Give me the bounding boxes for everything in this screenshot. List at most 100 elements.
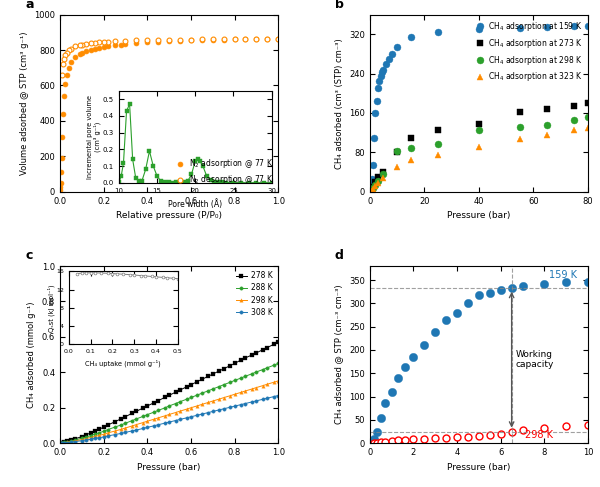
278 K	[183, 384, 190, 390]
288 K	[227, 379, 234, 385]
308 K	[259, 396, 266, 402]
Line: 298 K: 298 K	[371, 422, 592, 447]
298 K	[263, 381, 271, 387]
Line: 278 K: 278 K	[59, 340, 280, 445]
298 K	[61, 440, 68, 446]
288 K	[139, 413, 146, 419]
308 K	[238, 402, 245, 408]
N$_2$ desorption @ 77 K	[220, 37, 227, 42]
308 K	[128, 428, 136, 434]
298 K	[59, 440, 66, 446]
CH$_4$ adsorption at 323 K	[475, 145, 482, 150]
N$_2$ desorption @ 77 K	[91, 40, 98, 46]
N$_2$ adsorption @ 77 K	[59, 134, 66, 140]
278 K	[172, 389, 179, 395]
288 K	[150, 409, 157, 415]
298 K	[253, 385, 260, 391]
278 K	[238, 357, 245, 363]
298 K	[187, 405, 194, 411]
288 K	[194, 392, 201, 398]
278 K	[242, 355, 249, 361]
298 K	[215, 396, 223, 402]
N$_2$ adsorption @ 77 K	[76, 51, 83, 57]
278 K	[150, 400, 157, 406]
Line: CH$_4$ adsorption at 323 K: CH$_4$ adsorption at 323 K	[367, 124, 592, 195]
CH$_4$ adsorption at 159 K	[373, 98, 380, 104]
298 K	[584, 422, 592, 428]
N$_2$ adsorption @ 77 K	[57, 180, 64, 186]
278 K	[122, 413, 129, 419]
298 K	[111, 428, 118, 434]
CH$_4$ adsorption at 298 K	[368, 187, 375, 193]
278 K	[59, 440, 66, 446]
Line: 298 K: 298 K	[59, 379, 280, 445]
CH$_4$ adsorption at 273 K	[374, 174, 382, 180]
N$_2$ adsorption @ 77 K	[58, 155, 65, 161]
Line: 159 K: 159 K	[370, 278, 592, 443]
288 K	[118, 422, 125, 428]
CH$_4$ adsorption at 159 K	[367, 185, 374, 190]
CH$_4$ adsorption at 159 K	[475, 26, 482, 32]
288 K	[67, 438, 74, 444]
159 K	[388, 389, 395, 395]
CH$_4$ adsorption at 298 K	[407, 146, 415, 151]
159 K	[475, 292, 482, 298]
CH$_4$ adsorption at 159 K	[571, 23, 578, 29]
N$_2$ adsorption @ 77 K	[71, 54, 79, 60]
288 K	[161, 405, 169, 411]
288 K	[238, 375, 245, 381]
278 K	[263, 345, 271, 351]
N$_2$ adsorption @ 77 K	[95, 45, 103, 51]
Text: Working
capacity: Working capacity	[516, 350, 554, 370]
278 K	[133, 409, 140, 414]
CH$_4$ adsorption at 298 K	[544, 122, 551, 128]
288 K	[198, 390, 205, 396]
N$_2$ desorption @ 77 K	[253, 36, 260, 42]
298 K	[231, 392, 238, 397]
159 K	[382, 400, 389, 406]
278 K	[275, 339, 282, 345]
278 K	[71, 436, 79, 442]
N$_2$ desorption @ 77 K	[187, 37, 194, 42]
278 K	[91, 428, 98, 434]
159 K	[508, 285, 515, 291]
288 K	[143, 412, 151, 417]
308 K	[187, 414, 194, 420]
298 K	[183, 406, 190, 412]
CH$_4$ adsorption at 298 K	[367, 188, 374, 194]
298 K	[194, 403, 201, 409]
N$_2$ desorption @ 77 K	[263, 36, 271, 42]
N$_2$ desorption @ 77 K	[100, 39, 107, 45]
N$_2$ adsorption @ 77 K	[176, 37, 184, 43]
298 K	[431, 435, 439, 441]
308 K	[95, 435, 103, 441]
278 K	[95, 426, 103, 432]
298 K	[104, 430, 112, 436]
CH$_4$ adsorption at 323 K	[394, 164, 401, 170]
Y-axis label: CH₄ adsorbed @ STP (cm⁻³ cm⁻³): CH₄ adsorbed @ STP (cm⁻³ cm⁻³)	[335, 285, 344, 425]
298 K	[161, 413, 169, 419]
CH$_4$ adsorption at 273 K	[394, 150, 401, 155]
Line: N$_2$ adsorption @ 77 K: N$_2$ adsorption @ 77 K	[58, 37, 281, 192]
N$_2$ adsorption @ 77 K	[56, 187, 64, 192]
N$_2$ desorption @ 77 K	[133, 37, 140, 43]
N$_2$ desorption @ 77 K	[63, 50, 70, 56]
288 K	[58, 440, 65, 446]
CH$_4$ adsorption at 273 K	[434, 127, 442, 133]
308 K	[139, 426, 146, 431]
N$_2$ adsorption @ 77 K	[67, 59, 74, 65]
278 K	[87, 430, 94, 436]
308 K	[100, 434, 107, 440]
CH$_4$ adsorption at 273 K	[584, 100, 592, 106]
Line: 288 K: 288 K	[59, 362, 280, 445]
CH$_4$ adsorption at 159 K	[388, 51, 395, 57]
288 K	[220, 382, 227, 388]
278 K	[259, 347, 266, 353]
298 K	[486, 432, 493, 438]
298 K	[275, 378, 282, 384]
288 K	[104, 427, 112, 432]
298 K	[87, 434, 94, 440]
N$_2$ adsorption @ 77 K	[62, 81, 69, 87]
CH$_4$ adsorption at 273 K	[571, 103, 578, 109]
298 K	[443, 435, 450, 441]
